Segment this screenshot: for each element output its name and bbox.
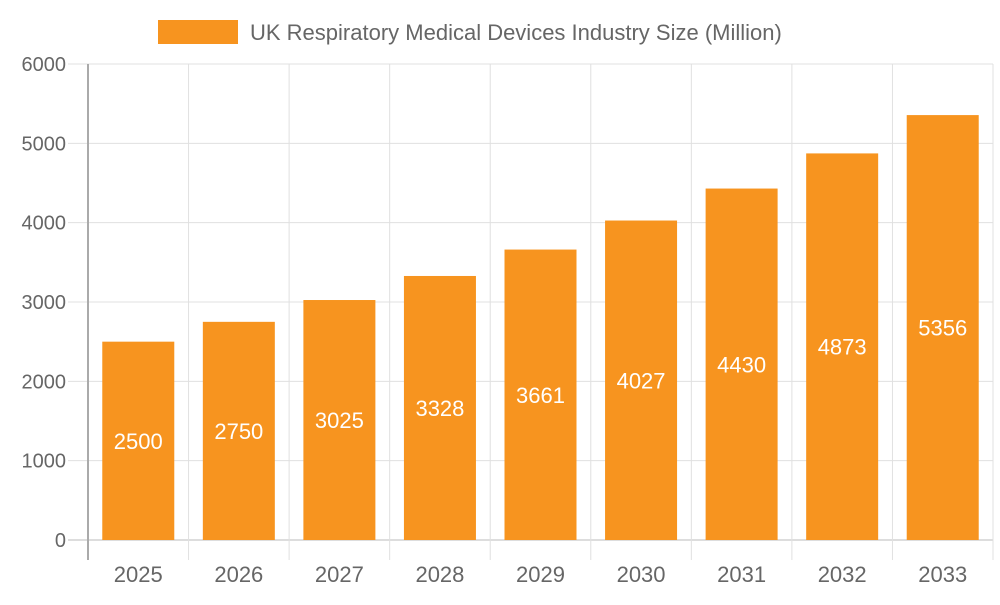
data-label: 4027: [617, 368, 666, 393]
data-label: 3661: [516, 383, 565, 408]
bar-2033: [906, 115, 979, 540]
x-tick-label: 2027: [315, 562, 364, 587]
bar-2027: [303, 300, 376, 540]
x-tick-label: 2032: [818, 562, 867, 587]
y-tick-label: 0: [55, 530, 66, 552]
x-tick-label: 2028: [415, 562, 464, 587]
bar-2032: [806, 153, 879, 540]
y-tick-label: 6000: [22, 54, 67, 76]
data-label: 3025: [315, 408, 364, 433]
y-tick-label: 1000: [22, 451, 67, 473]
data-label: 2750: [214, 419, 263, 444]
y-tick-label: 5000: [22, 133, 67, 155]
y-tick-label: 2000: [22, 371, 67, 393]
x-tick-label: 2033: [918, 562, 967, 587]
x-tick-label: 2026: [214, 562, 263, 587]
data-label: 3328: [415, 396, 464, 421]
y-tick-label: 4000: [22, 213, 67, 235]
data-label: 5356: [918, 316, 967, 341]
bar-2030: [605, 220, 678, 541]
x-tick-label: 2030: [617, 562, 666, 587]
x-tick-label: 2029: [516, 562, 565, 587]
bar-2031: [705, 188, 778, 540]
bar-2025: [102, 341, 175, 540]
y-tick-label: 3000: [22, 292, 67, 314]
legend-label: UK Respiratory Medical Devices Industry …: [250, 20, 782, 45]
data-label: 2500: [114, 429, 163, 454]
data-label: 4873: [818, 335, 867, 360]
bar-2028: [403, 275, 476, 540]
legend-swatch: [158, 20, 238, 44]
x-tick-label: 2031: [717, 562, 766, 587]
x-tick-label: 2025: [114, 562, 163, 587]
bar-2029: [504, 249, 577, 540]
data-label: 4430: [717, 352, 766, 377]
bar-2026: [202, 321, 275, 540]
